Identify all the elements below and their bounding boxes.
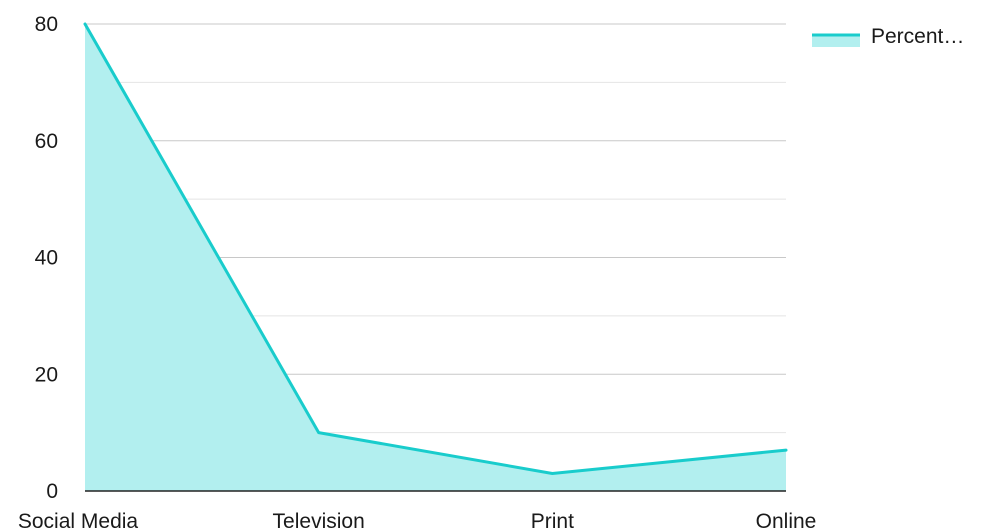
y-tick-label: 20	[35, 363, 58, 386]
legend-swatch-fill	[812, 35, 860, 47]
x-tick-label: Social Media	[18, 510, 139, 532]
y-tick-label: 40	[35, 247, 58, 270]
y-tick-label: 60	[35, 130, 58, 153]
y-tick-label: 80	[35, 13, 58, 36]
legend-label: Percent…	[871, 25, 964, 48]
data-point-3[interactable]	[780, 444, 792, 456]
series-area-fill	[85, 24, 786, 491]
data-point-2[interactable]	[546, 467, 558, 479]
x-tick-label: Television	[273, 510, 365, 532]
series-area-group	[79, 18, 792, 491]
legend: Percent…	[812, 25, 964, 48]
data-point-1[interactable]	[313, 427, 325, 439]
y-tick-label: 0	[46, 480, 58, 503]
data-point-0[interactable]	[79, 18, 91, 30]
x-tick-label: Print	[531, 510, 574, 532]
series-line	[83, 22, 788, 475]
x-tick-labels: Social Media Television Print Online	[18, 510, 816, 532]
x-tick-label: Online	[756, 510, 817, 532]
y-tick-labels: 0 20 40 60 80	[35, 13, 58, 503]
